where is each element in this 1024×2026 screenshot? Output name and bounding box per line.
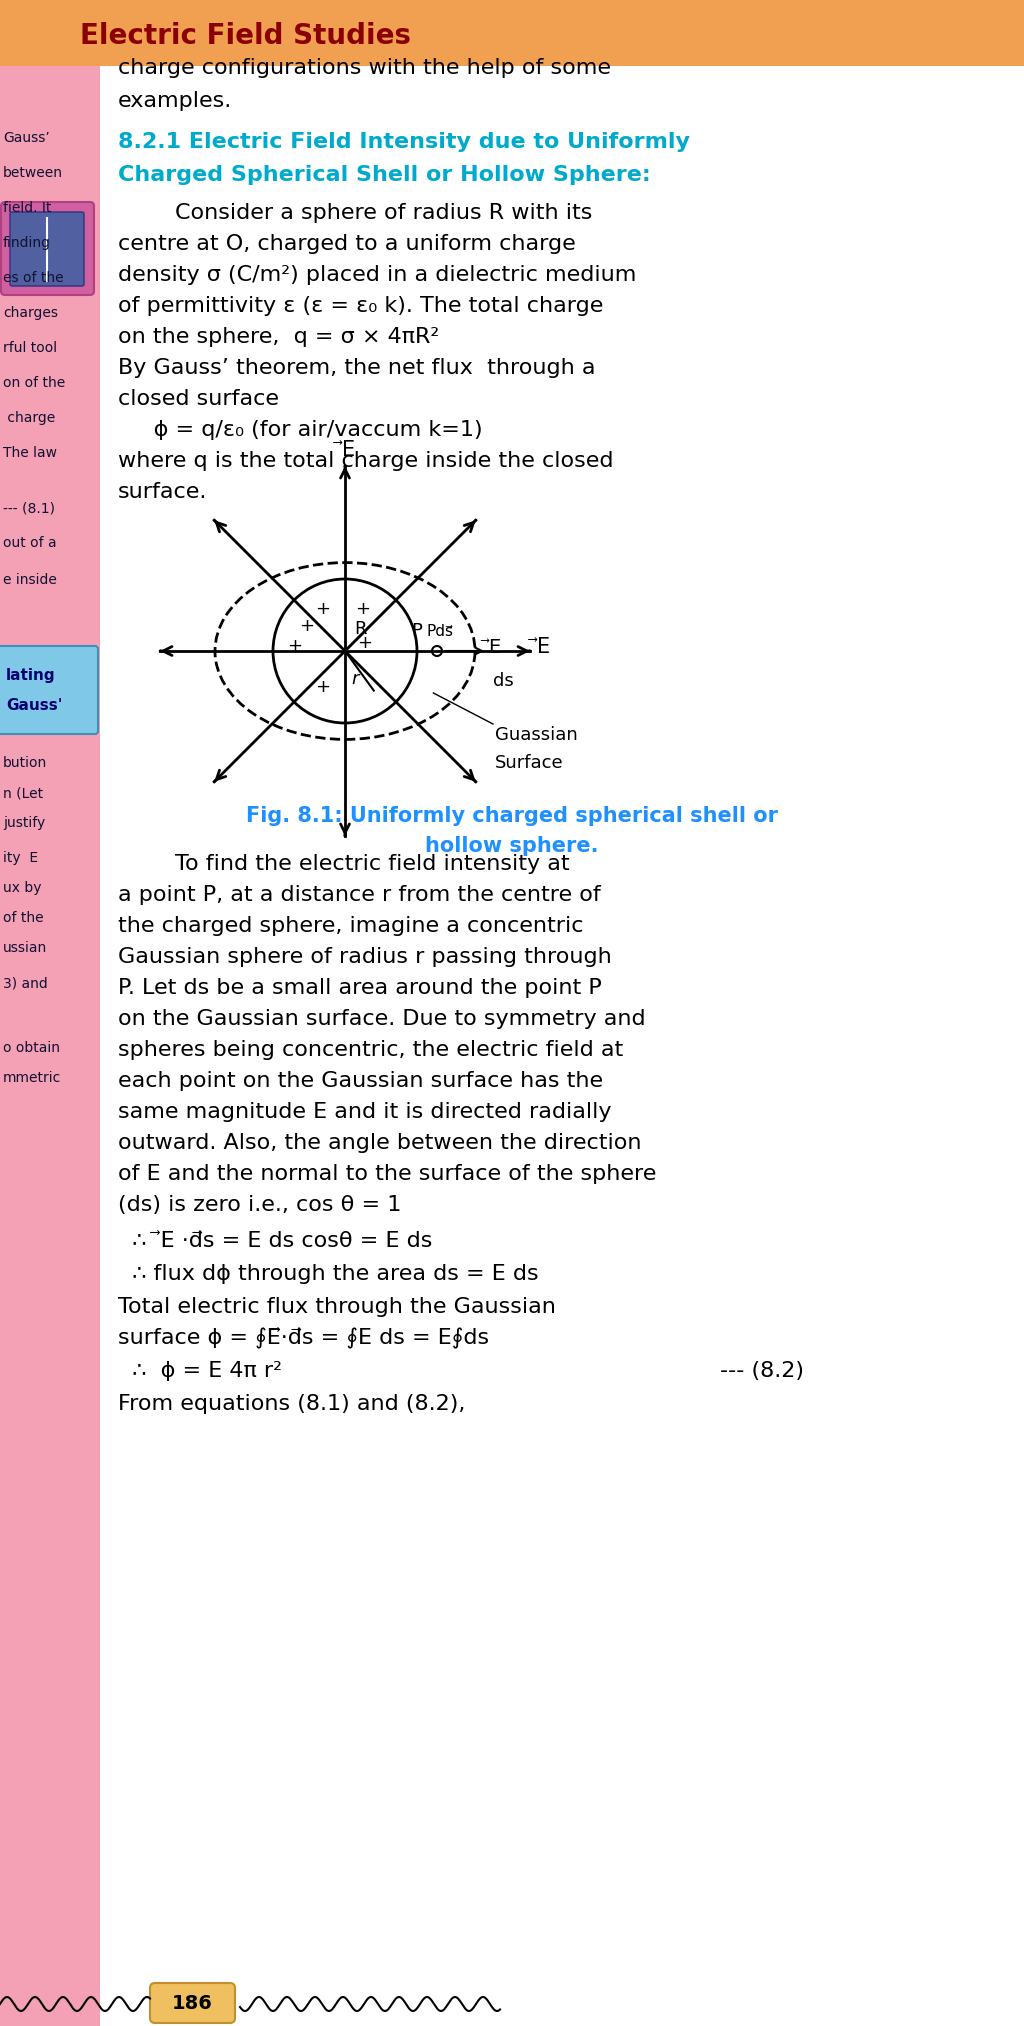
- Text: density σ (C/m²) placed in a dielectric medium: density σ (C/m²) placed in a dielectric …: [118, 265, 636, 286]
- Text: surface ϕ = ∮E⃗·d⃗s = ∮E ds = E∮ds: surface ϕ = ∮E⃗·d⃗s = ∮E ds = E∮ds: [118, 1327, 489, 1349]
- Text: where q is the total charge inside the closed: where q is the total charge inside the c…: [118, 452, 613, 470]
- Text: Gauss': Gauss': [6, 699, 62, 713]
- Bar: [0, 0, 1024, 67]
- Text: P. Let ds be a small area around the point P: P. Let ds be a small area around the poi…: [118, 979, 602, 999]
- Text: ity  E: ity E: [3, 851, 38, 865]
- Text: Gauss’: Gauss’: [3, 132, 50, 146]
- Text: of the: of the: [3, 912, 44, 926]
- Text: ϕ = q/ε₀ (for air/vaccum k=1): ϕ = q/ε₀ (for air/vaccum k=1): [118, 419, 482, 440]
- Text: rful tool: rful tool: [3, 340, 57, 355]
- Text: on the sphere,  q = σ × 4πR²: on the sphere, q = σ × 4πR²: [118, 326, 439, 346]
- Text: charge configurations with the help of some: charge configurations with the help of s…: [118, 59, 611, 77]
- Text: closed surface: closed surface: [118, 389, 279, 409]
- Text: examples.: examples.: [118, 91, 232, 111]
- Text: By Gauss’ theorem, the net flux  through a: By Gauss’ theorem, the net flux through …: [118, 359, 596, 379]
- Text: ⃗E: ⃗E: [342, 440, 355, 460]
- Text: +: +: [299, 618, 314, 634]
- FancyBboxPatch shape: [10, 213, 84, 286]
- Text: on the Gaussian surface. Due to symmetry and: on the Gaussian surface. Due to symmetry…: [118, 1009, 645, 1029]
- Text: +: +: [288, 636, 302, 654]
- Text: justify: justify: [3, 816, 45, 831]
- Text: field. It: field. It: [3, 201, 51, 215]
- Text: charge: charge: [3, 411, 55, 425]
- Text: (ds) is zero i.e., cos θ = 1: (ds) is zero i.e., cos θ = 1: [118, 1195, 401, 1216]
- Text: Total electric flux through the Gaussian: Total electric flux through the Gaussian: [118, 1297, 556, 1317]
- FancyBboxPatch shape: [1, 203, 94, 296]
- Text: of permittivity ε (ε = ε₀ k). The total charge: of permittivity ε (ε = ε₀ k). The total …: [118, 296, 603, 316]
- Text: --- (8.2): --- (8.2): [720, 1361, 804, 1382]
- Text: bution: bution: [3, 756, 47, 770]
- Text: Consider a sphere of radius R with its: Consider a sphere of radius R with its: [118, 203, 592, 223]
- Text: spheres being concentric, the electric field at: spheres being concentric, the electric f…: [118, 1039, 624, 1060]
- Text: e inside: e inside: [3, 573, 57, 588]
- Text: 186: 186: [172, 1994, 212, 2012]
- Text: between: between: [3, 166, 63, 180]
- Text: n (Let: n (Let: [3, 786, 43, 800]
- Text: charges: charges: [3, 306, 58, 320]
- Text: centre at O, charged to a uniform charge: centre at O, charged to a uniform charge: [118, 233, 575, 253]
- FancyBboxPatch shape: [0, 646, 98, 733]
- Text: ∴  ϕ = E 4π r²: ∴ ϕ = E 4π r²: [118, 1361, 282, 1382]
- Text: hollow sphere.: hollow sphere.: [425, 837, 599, 857]
- Text: P: P: [412, 622, 423, 640]
- Text: Surface: Surface: [495, 754, 563, 772]
- Text: ⃗E: ⃗E: [489, 638, 502, 656]
- Text: ⃗E: ⃗E: [538, 636, 551, 656]
- Text: each point on the Gaussian surface has the: each point on the Gaussian surface has t…: [118, 1072, 603, 1090]
- Text: ∴ flux dϕ through the area ds = E ds: ∴ flux dϕ through the area ds = E ds: [118, 1264, 539, 1284]
- Text: mmetric: mmetric: [3, 1072, 61, 1086]
- FancyBboxPatch shape: [150, 1983, 234, 2024]
- Text: Pds⃗: Pds⃗: [427, 624, 454, 638]
- Text: +: +: [357, 634, 373, 652]
- Text: +: +: [355, 600, 371, 618]
- Text: Guassian: Guassian: [495, 725, 578, 744]
- Text: ussian: ussian: [3, 940, 47, 954]
- Text: same magnitude E and it is directed radially: same magnitude E and it is directed radi…: [118, 1102, 611, 1122]
- Text: Gaussian sphere of radius r passing through: Gaussian sphere of radius r passing thro…: [118, 946, 611, 966]
- Text: --- (8.1): --- (8.1): [3, 500, 55, 515]
- Text: a point P, at a distance r from the centre of: a point P, at a distance r from the cent…: [118, 885, 601, 906]
- Text: The law: The law: [3, 446, 57, 460]
- Text: ux by: ux by: [3, 881, 42, 895]
- Text: outward. Also, the angle between the direction: outward. Also, the angle between the dir…: [118, 1133, 641, 1153]
- Bar: [0, 67, 100, 2026]
- Text: ∴  ⃗E ·d⃗s = E ds cosθ = E ds: ∴ ⃗E ·d⃗s = E ds cosθ = E ds: [118, 1232, 432, 1250]
- Text: From equations (8.1) and (8.2),: From equations (8.1) and (8.2),: [118, 1394, 465, 1414]
- Text: Electric Field Studies: Electric Field Studies: [80, 22, 411, 51]
- Text: es of the: es of the: [3, 271, 63, 286]
- Text: +: +: [315, 679, 331, 697]
- Text: surface.: surface.: [118, 482, 208, 502]
- Text: r: r: [351, 671, 358, 689]
- Text: R: R: [354, 620, 368, 638]
- Text: out of a: out of a: [3, 537, 56, 549]
- Text: 3) and: 3) and: [3, 977, 48, 991]
- Text: finding: finding: [3, 235, 51, 249]
- Text: Fig. 8.1: Uniformly charged spherical shell or: Fig. 8.1: Uniformly charged spherical sh…: [246, 806, 778, 827]
- Text: of E and the normal to the surface of the sphere: of E and the normal to the surface of th…: [118, 1165, 656, 1183]
- Text: o obtain: o obtain: [3, 1041, 60, 1056]
- Text: ds: ds: [493, 673, 514, 691]
- Text: To find the electric field intensity at: To find the electric field intensity at: [118, 855, 569, 873]
- Text: 8.2.1 Electric Field Intensity due to Uniformly: 8.2.1 Electric Field Intensity due to Un…: [118, 132, 690, 152]
- Text: +: +: [315, 600, 331, 618]
- Text: the charged sphere, imagine a concentric: the charged sphere, imagine a concentric: [118, 916, 584, 936]
- Text: lating: lating: [6, 669, 55, 683]
- Text: on of the: on of the: [3, 377, 66, 389]
- Text: Charged Spherical Shell or Hollow Sphere:: Charged Spherical Shell or Hollow Sphere…: [118, 164, 650, 184]
